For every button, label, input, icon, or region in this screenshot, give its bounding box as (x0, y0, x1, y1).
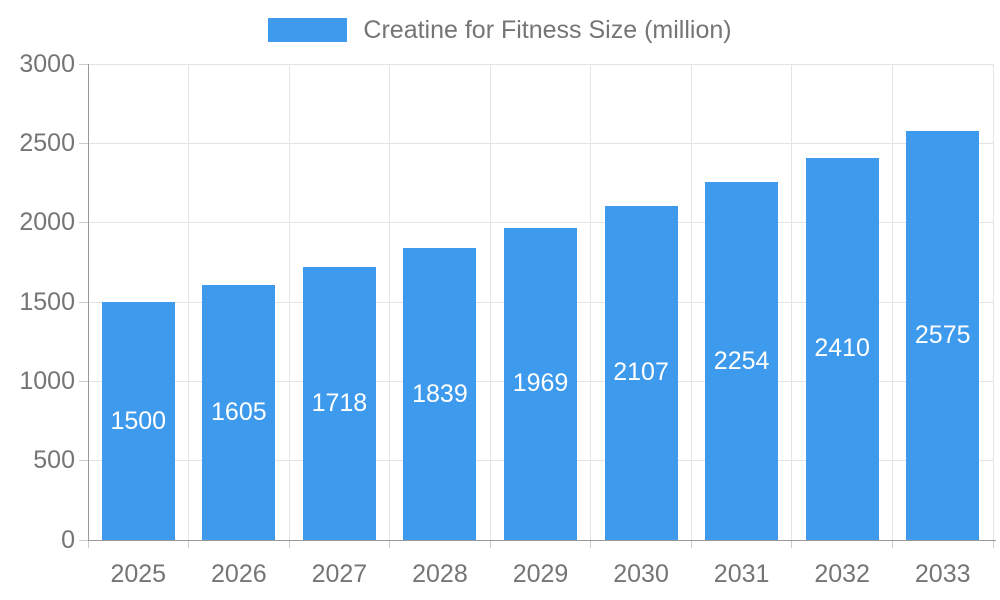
bar-value-label: 2254 (713, 346, 770, 375)
y-axis-tick-label: 0 (61, 525, 75, 554)
bar-2026[interactable]: 1605 (202, 285, 276, 540)
gridline-x (188, 64, 190, 540)
x-axis-tick (791, 540, 793, 548)
bar-value-label: 1839 (412, 379, 468, 408)
bar-value-label: 1605 (211, 398, 267, 427)
gridline-x (489, 64, 491, 540)
bar-value-label: 1969 (512, 369, 569, 398)
bar-2029[interactable]: 1969 (504, 227, 577, 540)
legend-label: Creatine for Fitness Size (million) (363, 16, 732, 44)
bar-value-label: 2575 (914, 321, 971, 350)
gridline-x (288, 64, 290, 540)
y-axis-tick-label: 2000 (19, 208, 75, 237)
bar-2031[interactable]: 2254 (705, 182, 779, 540)
bar-2033[interactable]: 2575 (906, 131, 980, 540)
bar-2028[interactable]: 1839 (403, 248, 477, 540)
y-axis-tick-label: 3000 (19, 49, 75, 78)
x-axis-tick-label: 2031 (713, 560, 770, 588)
y-axis-tick (79, 142, 88, 144)
y-axis-tick (79, 63, 88, 65)
y-axis-tick (79, 380, 88, 382)
gridline-x (891, 64, 893, 540)
x-axis-tick-label: 2028 (412, 560, 468, 588)
bar-2032[interactable]: 2410 (805, 157, 879, 540)
x-axis-tick-label: 2027 (311, 560, 368, 588)
x-axis-tick-label: 2025 (110, 560, 167, 588)
x-axis-tick (590, 540, 592, 548)
gridline-y (88, 142, 993, 144)
y-axis-tick (79, 539, 88, 541)
x-axis-tick (690, 540, 692, 548)
x-axis-tick-label: 2030 (613, 560, 669, 588)
bar-value-label: 1718 (311, 389, 368, 418)
y-axis-tick-label: 500 (33, 446, 75, 475)
y-axis-tick (79, 460, 88, 462)
gridline-x (992, 64, 994, 540)
bar-2027[interactable]: 1718 (302, 267, 376, 540)
x-axis-tick (188, 540, 190, 548)
bar-2025[interactable]: 1500 (101, 302, 175, 540)
x-axis-tick-label: 2026 (211, 560, 267, 588)
x-axis-tick (891, 540, 893, 548)
bar-value-label: 1500 (110, 406, 167, 435)
gridline-x (690, 64, 692, 540)
x-axis-tick (288, 540, 290, 548)
y-axis-tick (79, 301, 88, 303)
y-axis-tick-label: 2500 (19, 128, 75, 157)
y-axis-tick (79, 222, 88, 224)
chart-legend[interactable]: Creatine for Fitness Size (million) (0, 14, 1000, 46)
x-axis-line (88, 540, 996, 541)
gridline-y (88, 222, 993, 224)
x-axis-tick (992, 540, 994, 548)
y-axis-tick-label: 1000 (19, 366, 75, 395)
gridline-x (590, 64, 592, 540)
x-axis-tick (87, 540, 89, 548)
x-axis-tick (389, 540, 391, 548)
x-axis-tick-label: 2033 (914, 560, 971, 588)
x-axis-tick-label: 2029 (512, 560, 569, 588)
x-axis-tick (489, 540, 491, 548)
y-axis-tick-label: 1500 (19, 287, 75, 316)
gridline-y (88, 63, 993, 65)
bar-value-label: 2410 (814, 334, 870, 363)
legend-swatch (268, 18, 348, 42)
y-axis-line (88, 64, 89, 541)
gridline-x (791, 64, 793, 540)
bar-value-label: 2107 (613, 358, 669, 387)
x-axis-tick-label: 2032 (814, 560, 870, 588)
gridline-x (389, 64, 391, 540)
bar-2030[interactable]: 2107 (604, 205, 678, 540)
